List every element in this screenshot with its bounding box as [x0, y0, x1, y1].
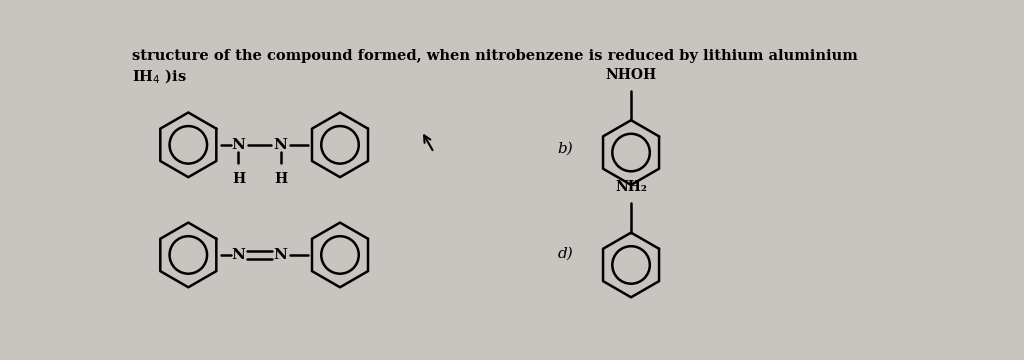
Text: NH₂: NH₂ — [615, 180, 647, 194]
Text: H: H — [274, 172, 288, 186]
Text: b): b) — [558, 142, 573, 156]
Text: structure of the compound formed, when nitrobenzene is reduced by lithium alumin: structure of the compound formed, when n… — [132, 49, 858, 63]
Text: N: N — [273, 138, 288, 152]
Text: NHOH: NHOH — [605, 68, 656, 82]
Text: H: H — [231, 172, 245, 186]
Text: d): d) — [558, 246, 573, 260]
Text: IH$_4$ )is: IH$_4$ )is — [132, 68, 187, 86]
Text: N: N — [231, 138, 246, 152]
Text: N: N — [273, 248, 288, 262]
Text: N: N — [231, 248, 246, 262]
